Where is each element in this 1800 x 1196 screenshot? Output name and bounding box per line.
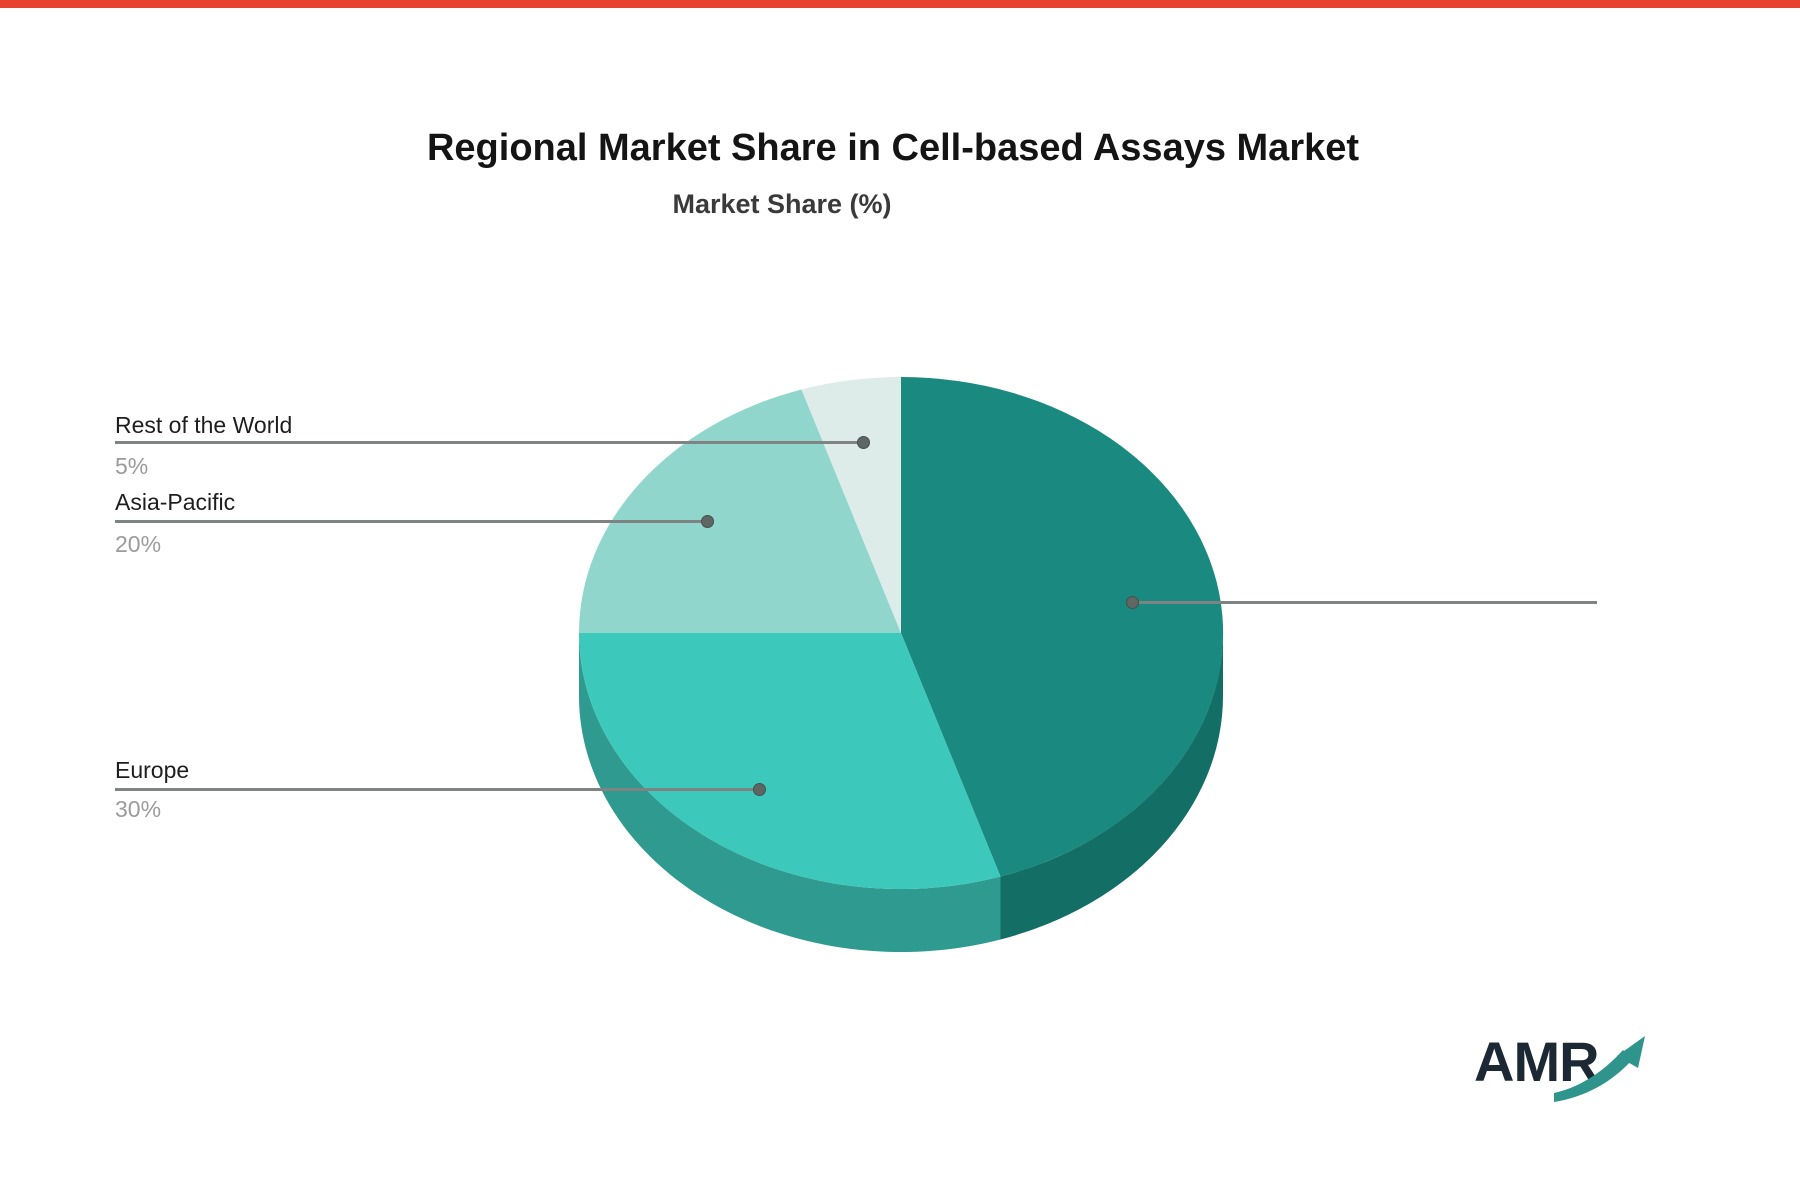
amr-logo-arrow-icon: [1554, 1036, 1645, 1102]
pie-slice-asia-pacific[interactable]: [579, 389, 901, 634]
callout-label-europe: Europe: [115, 757, 190, 783]
amr-logo-text: AMR: [1474, 1030, 1600, 1093]
pie-slice-rest-of-the-world[interactable]: [801, 376, 902, 633]
pie-slice-side-north-america: [1000, 633, 1223, 940]
arrow-swoosh: [1554, 1050, 1633, 1102]
chart-subtitle: Market Share (%): [672, 189, 892, 219]
leader-line-north-america: [1126, 596, 1597, 609]
callout-label-asia-pacific: Asia-Pacific: [115, 489, 236, 515]
callout-value-rest-of-world: 5%: [115, 453, 149, 479]
top-accent-bar: [0, 0, 1800, 8]
pie-slice-europe[interactable]: [579, 633, 1001, 890]
chart-title: Regional Market Share in Cell-based Assa…: [426, 127, 1360, 169]
leader-line-asia-pacific: [115, 515, 714, 528]
callout-value-europe: 30%: [115, 796, 162, 822]
leader-line-europe: [115, 783, 766, 796]
pie-slice-north-america[interactable]: [901, 377, 1224, 877]
callout-label-rest-of-world: Rest of the World: [115, 412, 293, 438]
callout-value-asia-pacific: 20%: [115, 531, 162, 557]
pie-slice-side-europe: [579, 633, 1001, 953]
leader-line-rest-of-world: [115, 436, 870, 449]
arrow-head: [1617, 1036, 1645, 1068]
